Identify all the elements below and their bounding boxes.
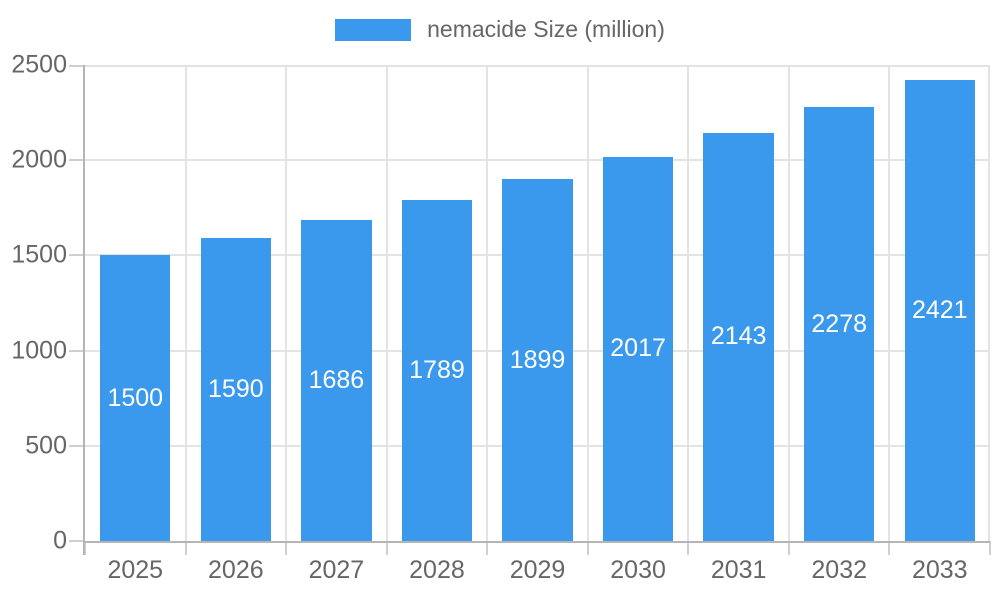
x-tick-label: 2033	[911, 556, 968, 584]
bar[interactable]: 2278	[804, 107, 875, 541]
y-tick-label: 1500	[11, 240, 67, 269]
x-tick-label: 2031	[710, 556, 767, 584]
bar[interactable]: 1899	[502, 179, 573, 541]
bar-slot: 1686	[286, 65, 387, 541]
x-tick-mark	[486, 541, 489, 555]
bar-slot: 2143	[688, 65, 789, 541]
y-gridline	[85, 65, 990, 67]
x-tick-label: 2025	[107, 556, 164, 584]
x-tick-mark	[787, 541, 790, 555]
y-tick-label: 0	[53, 526, 67, 555]
bar[interactable]: 2421	[904, 80, 975, 541]
y-tick-label: 1000	[11, 336, 67, 365]
x-tick-label: 2029	[509, 556, 566, 584]
x-gridline	[988, 65, 990, 541]
x-gridline	[184, 65, 187, 541]
bar[interactable]: 2017	[602, 156, 674, 541]
bar-slot: 2017	[588, 65, 689, 541]
y-tick-mark	[69, 254, 83, 257]
x-gridline	[486, 65, 489, 541]
x-tick-mark	[888, 541, 891, 555]
bar-value-label: 2421	[911, 296, 968, 325]
x-tick-mark	[385, 541, 388, 555]
legend-label: nemacide Size (million)	[427, 16, 665, 42]
bar-slot: 2278	[789, 65, 890, 541]
x-tick-mark	[184, 541, 187, 555]
y-tick-mark	[69, 540, 83, 542]
x-tick-label: 2028	[409, 556, 465, 584]
x-tick-label: 2027	[308, 556, 365, 584]
y-tick-label: 500	[25, 431, 67, 460]
x-gridline	[285, 65, 288, 541]
x-tick-mark	[84, 541, 86, 555]
x-gridline	[888, 65, 891, 541]
bar[interactable]: 2143	[703, 132, 774, 541]
y-tick-mark	[69, 349, 83, 352]
x-axis-labels: 2025 2026 2027 2028 2029 2030 2031 2032 2033	[85, 556, 990, 585]
bar[interactable]: 1500	[100, 255, 171, 541]
y-tick-mark	[69, 159, 83, 162]
y-gridline	[85, 159, 990, 162]
bar[interactable]: 1789	[401, 200, 473, 541]
bar-value-label: 2143	[710, 322, 767, 351]
y-axis-line	[83, 65, 85, 555]
x-tick-label: 2030	[610, 556, 666, 584]
legend-item[interactable]: nemacide Size (million)	[0, 16, 1000, 43]
plot-area: 0 500 1000 1500 2000 2500 1500 1590 1686 1789 189…	[11, 51, 991, 584]
bars: 1500 1590 1686 1789 1899 2017 2143 2278 2421	[85, 65, 990, 541]
y-tick-label: 2500	[11, 50, 67, 79]
bar-slot: 1590	[186, 65, 287, 541]
x-tick-mark	[687, 541, 690, 555]
bar-slot: 2421	[890, 65, 991, 541]
bar-slot: 1789	[387, 65, 488, 541]
legend-swatch	[335, 18, 412, 41]
bar-value-label: 1789	[409, 356, 465, 385]
bar-value-label: 1899	[509, 345, 566, 374]
bar-slot: 1500	[85, 65, 186, 541]
x-gridline	[385, 65, 388, 541]
x-tick-mark	[989, 541, 991, 555]
x-tick-label: 2026	[208, 556, 264, 584]
bar[interactable]: 1590	[200, 238, 272, 541]
x-gridline	[687, 65, 690, 541]
x-tick-mark	[285, 541, 288, 555]
bar-value-label: 1500	[107, 383, 164, 412]
bar-slot: 1899	[487, 65, 588, 541]
x-gridline	[787, 65, 790, 541]
x-tick-label: 2032	[811, 556, 868, 584]
bar-value-label: 2278	[811, 309, 868, 338]
y-tick-mark	[69, 444, 83, 447]
bar[interactable]: 1686	[301, 220, 372, 541]
bar-value-label: 2017	[610, 334, 666, 363]
bar-value-label: 1686	[308, 366, 365, 394]
x-tick-mark	[586, 541, 589, 555]
y-tick-mark	[69, 65, 83, 67]
x-gridline	[586, 65, 589, 541]
y-tick-label: 2000	[11, 145, 67, 174]
bar-value-label: 1590	[208, 375, 264, 404]
x-axis-line	[85, 541, 990, 543]
